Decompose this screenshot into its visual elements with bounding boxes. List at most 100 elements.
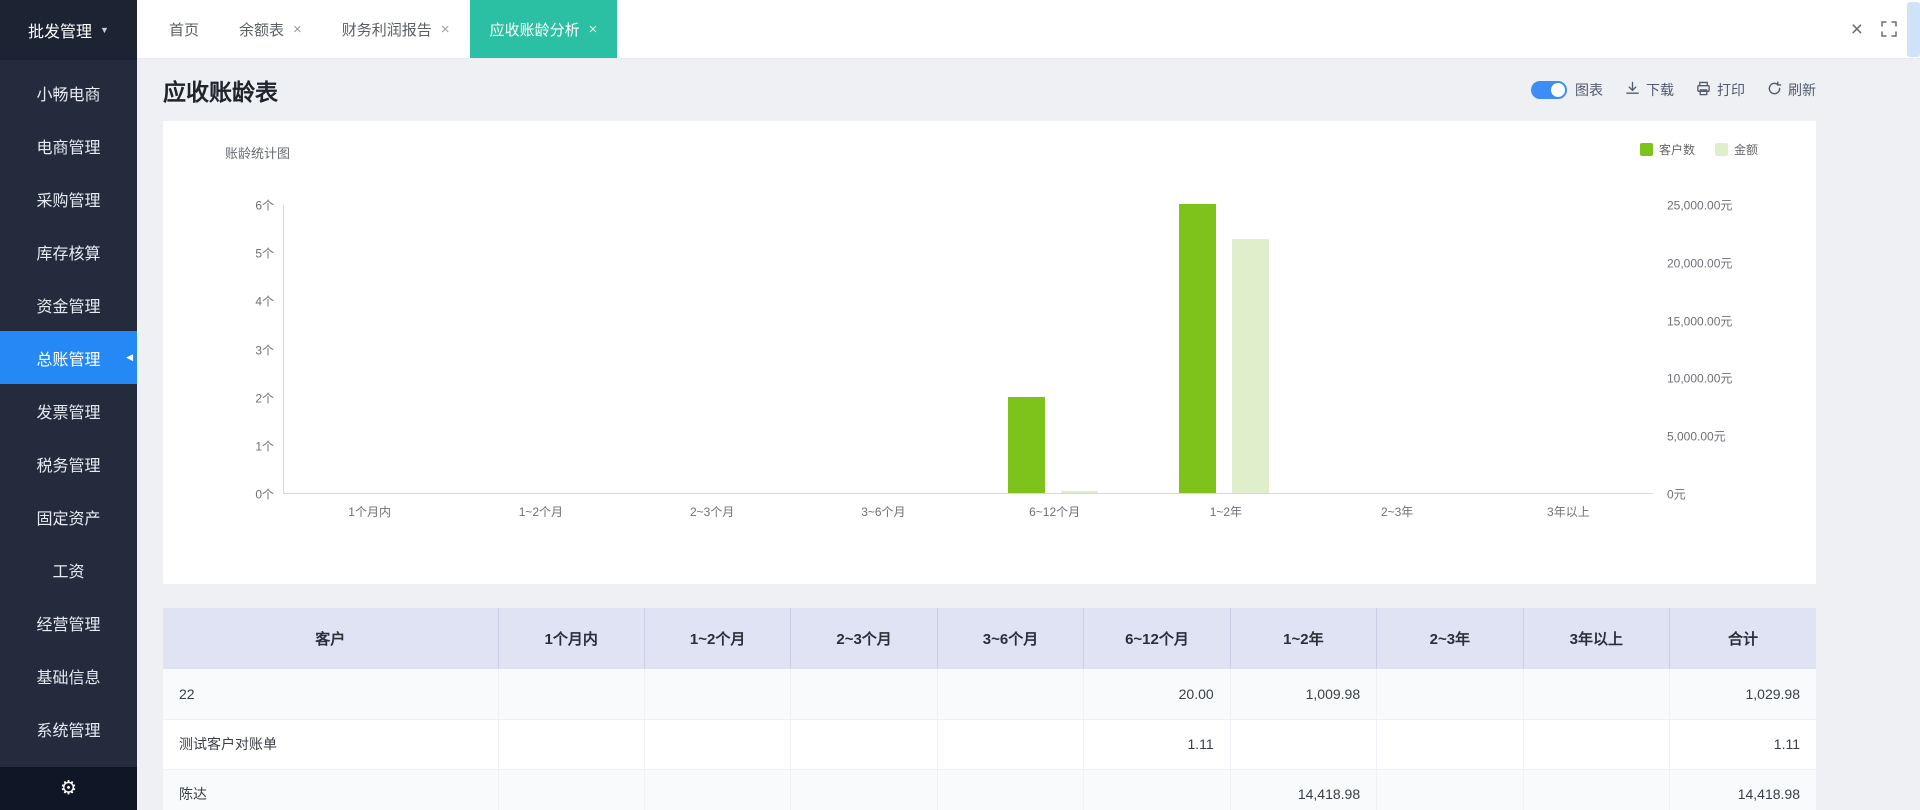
tab-close-icon[interactable]: ×	[440, 20, 450, 38]
table-cell	[498, 719, 645, 770]
sidebar: 批发管理 ▼ 小畅电商电商管理采购管理 库存核算资金管理总账管理 ◀ 发票管理税务管理…	[0, 0, 137, 810]
bar-客户数[interactable]	[1178, 204, 1216, 493]
table-row[interactable]: 测试客户对账单 1.11 1.11	[163, 719, 1816, 770]
refresh-icon	[1767, 81, 1782, 99]
table-cell: 测试客户对账单	[163, 719, 499, 770]
bar-客户数[interactable]	[1007, 396, 1045, 493]
toolbar: 图表 下载	[1531, 80, 1816, 100]
sidebar-item[interactable]: 电商管理	[0, 119, 137, 172]
tab-close-icon[interactable]: ×	[293, 20, 302, 38]
tabbar-actions: ×	[1851, 0, 1897, 58]
legend-label: 金额	[1733, 143, 1758, 157]
table-row[interactable]: 陈达 14,418.98 14,418.98	[163, 769, 1816, 810]
table-cell	[937, 669, 1085, 720]
refresh-button[interactable]: 刷新	[1767, 80, 1816, 100]
toggle-knob	[1551, 83, 1565, 97]
chart-view-toggle[interactable]	[1531, 81, 1567, 99]
sidebar-item-label: 基础信息	[36, 669, 101, 687]
legend-label: 客户数	[1658, 143, 1695, 157]
sidebar-header-label: 批发管理	[28, 24, 93, 41]
sidebar-item-label: 小畅电商	[36, 86, 101, 104]
x-axis-label: 6~12个月	[1029, 505, 1081, 519]
tab[interactable]: 财务利润报告 ×	[322, 0, 470, 58]
page-title: 应收账龄表	[163, 79, 278, 105]
sidebar-item-label: 工资	[52, 563, 85, 581]
toggle-label: 图表	[1575, 82, 1603, 98]
tab[interactable]: 余额表 ×	[219, 0, 322, 58]
sidebar-item[interactable]: 工资	[0, 543, 137, 596]
y-axis-left-tick: 1个	[255, 439, 274, 454]
table-cell	[498, 669, 645, 720]
sidebar-item[interactable]: 小畅电商	[0, 66, 137, 119]
table-cell	[498, 769, 645, 810]
y-axis-right-tick: 5,000.00元	[1667, 429, 1726, 444]
tab-label: 余额表	[239, 21, 285, 39]
sidebar-item-label: 固定资产	[36, 510, 101, 528]
tab-bar: 首页 余额表 × 财务利润报告 × 应收账龄分析 × ×	[137, 0, 1920, 59]
sidebar-item-label: 电商管理	[36, 139, 101, 157]
sidebar-footer: ⚙	[0, 767, 137, 810]
chart-plot-area: 6个 5个 4个 3个 2个 1个 0个 25,000.00元 20,000.00元 15,000…	[255, 199, 1732, 520]
sidebar-item[interactable]: 总账管理 ◀	[0, 331, 137, 384]
chart-title: 账龄统计图	[225, 146, 291, 161]
tab-label: 首页	[169, 21, 200, 39]
column-header: 1~2个月	[644, 608, 792, 669]
table-header-row: 客户 1个月内 1~2个月 2~3个月 3~6个月 6~12个月 1~2年 2~3年 3年以上合…	[163, 608, 1816, 669]
bar-金额[interactable]	[1231, 238, 1269, 493]
x-axis-label: 2~3个月	[689, 505, 735, 519]
printer-icon	[1696, 81, 1711, 99]
x-axis-label: 2~3年	[1380, 505, 1414, 519]
column-header: 客户	[163, 608, 499, 669]
table-row[interactable]: 22 20.00 1,009.98 1,029.98	[163, 669, 1816, 720]
sidebar-item[interactable]: 发票管理	[0, 384, 137, 437]
tab-label: 应收账龄分析	[489, 21, 580, 39]
sidebar-item[interactable]: 系统管理	[0, 702, 137, 755]
legend-swatch	[1639, 143, 1653, 156]
table-cell	[1376, 669, 1524, 720]
sidebar-item[interactable]: 税务管理	[0, 437, 137, 490]
y-axis-right-tick: 15,000.00元	[1667, 314, 1733, 329]
sidebar-item-label: 税务管理	[36, 457, 101, 475]
sidebar-header[interactable]: 批发管理 ▼	[0, 0, 137, 60]
y-axis-left-tick: 0个	[255, 487, 274, 502]
sidebar-item[interactable]: 基础信息	[0, 649, 137, 702]
aging-table-card: 客户 1个月内 1~2个月 2~3个月 3~6个月 6~12个月 1~2年 2~3年 3年以上合…	[163, 608, 1816, 810]
column-header: 合计	[1669, 608, 1816, 669]
bar-金额[interactable]	[1060, 491, 1098, 493]
download-button[interactable]: 下载	[1625, 80, 1674, 100]
gear-icon[interactable]: ⚙	[59, 778, 78, 799]
sidebar-item-label: 经营管理	[36, 616, 101, 634]
legend-item[interactable]: 金额	[1714, 141, 1758, 158]
legend-item[interactable]: 客户数	[1639, 141, 1695, 158]
table-cell: 14,418.98	[1669, 769, 1816, 810]
table-cell	[790, 669, 938, 720]
print-button[interactable]: 打印	[1696, 80, 1745, 100]
tab-close-icon[interactable]: ×	[588, 20, 598, 38]
sidebar-item-label: 发票管理	[36, 404, 101, 422]
table-cell: 22	[163, 669, 499, 720]
scrollbar-thumb[interactable]	[1907, 2, 1920, 57]
table-cell	[1230, 719, 1378, 770]
sidebar-item[interactable]: 经营管理	[0, 596, 137, 649]
table-cell: 14,418.98	[1230, 769, 1378, 810]
table-cell	[937, 769, 1085, 810]
close-icon[interactable]: ×	[1850, 17, 1863, 41]
fullscreen-icon[interactable]	[1881, 21, 1897, 37]
tab[interactable]: 应收账龄分析 ×	[469, 0, 618, 58]
sidebar-item[interactable]: 资金管理	[0, 278, 137, 331]
y-axis-right-tick: 10,000.00元	[1667, 371, 1733, 386]
table-cell	[1523, 769, 1671, 810]
sidebar-item[interactable]: 固定资产	[0, 490, 137, 543]
sidebar-item[interactable]: 库存核算	[0, 225, 137, 278]
tab[interactable]: 首页	[149, 0, 219, 58]
sidebar-item[interactable]: 采购管理	[0, 172, 137, 225]
active-indicator-icon: ◀	[126, 352, 133, 362]
column-header: 2~3年	[1376, 608, 1524, 669]
table-cell	[1523, 669, 1671, 720]
y-axis-left-tick: 6个	[255, 198, 274, 213]
legend-swatch	[1714, 143, 1728, 156]
table-cell	[790, 769, 938, 810]
y-axis-left-tick: 5个	[255, 246, 274, 261]
sidebar-item-label: 资金管理	[36, 298, 101, 316]
y-axis-right-tick: 25,000.00元	[1667, 198, 1733, 213]
